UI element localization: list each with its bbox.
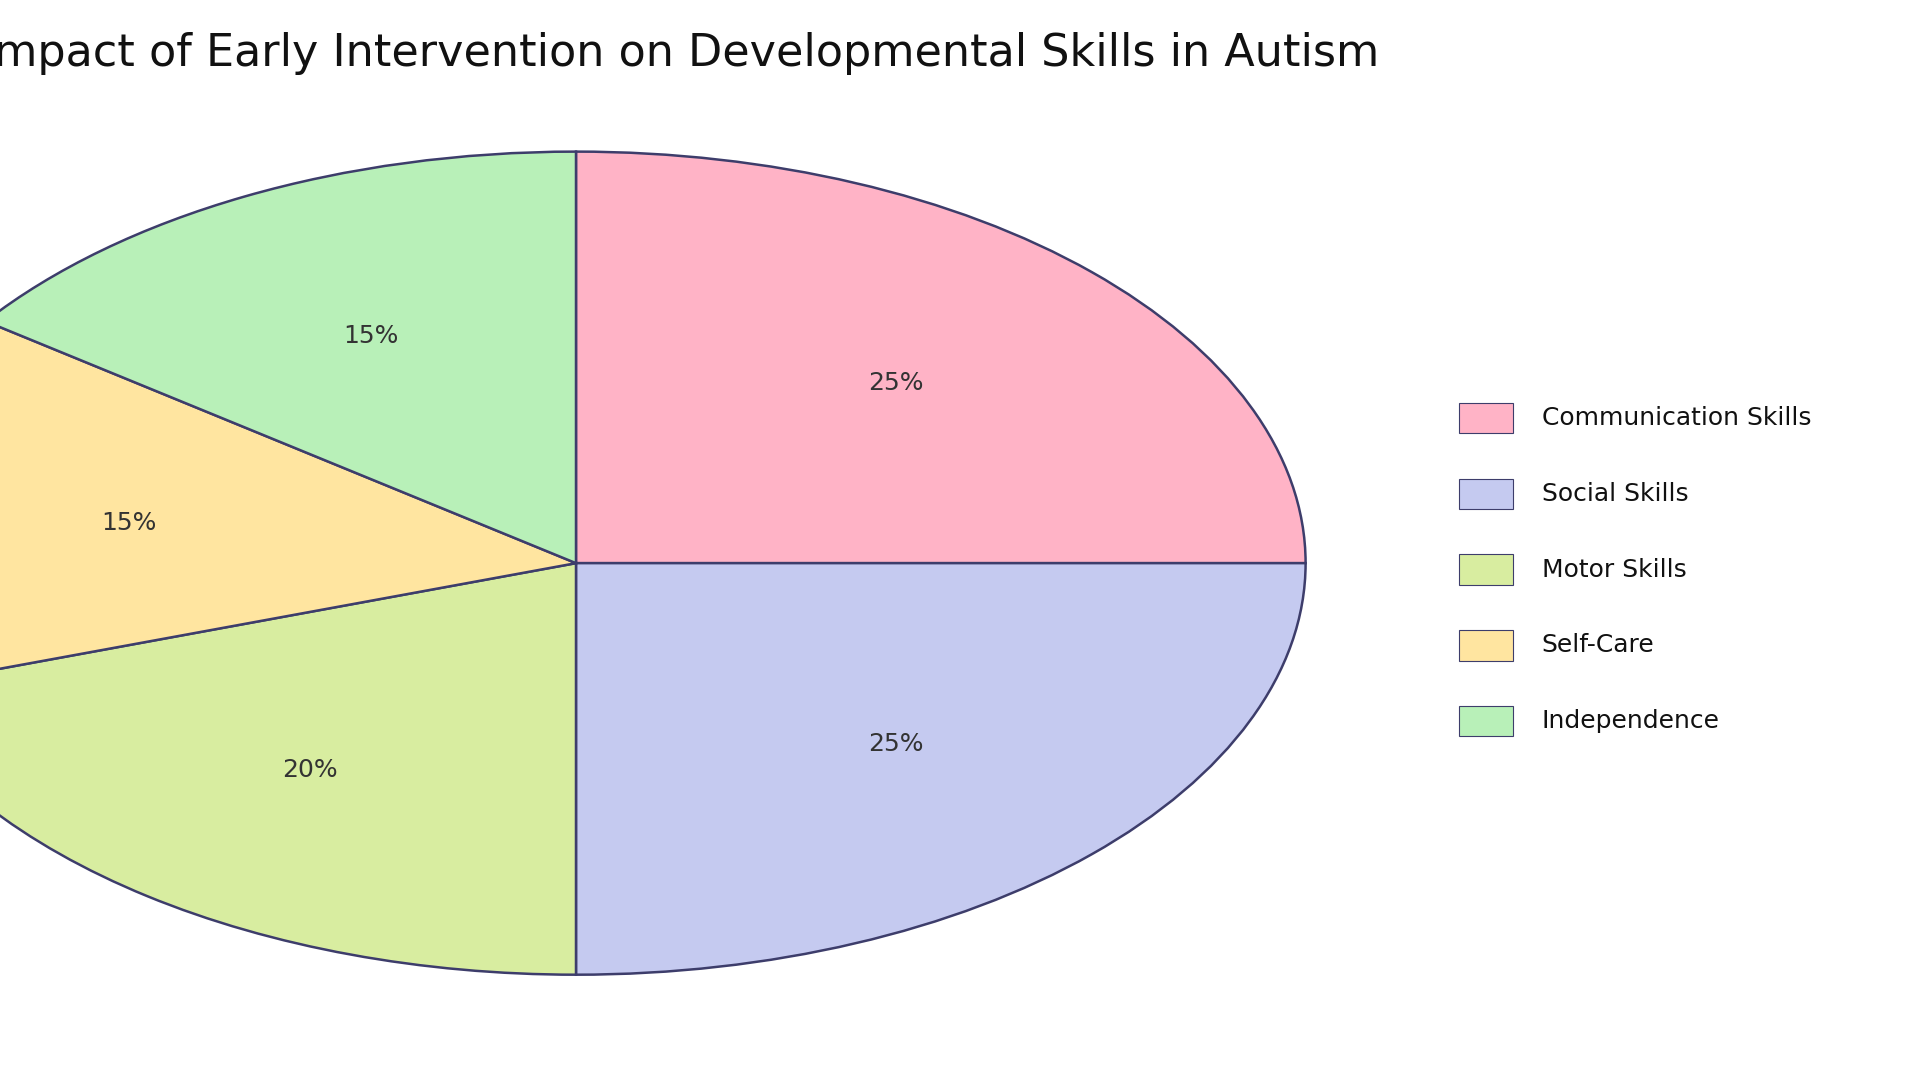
FancyBboxPatch shape bbox=[1459, 479, 1513, 509]
Text: 20%: 20% bbox=[282, 758, 338, 782]
Text: 15%: 15% bbox=[344, 324, 397, 348]
Text: Communication Skills: Communication Skills bbox=[1542, 406, 1811, 430]
Text: Motor Skills: Motor Skills bbox=[1542, 558, 1686, 582]
FancyBboxPatch shape bbox=[1459, 706, 1513, 736]
Wedge shape bbox=[0, 152, 576, 563]
Wedge shape bbox=[0, 322, 576, 690]
FancyBboxPatch shape bbox=[1459, 554, 1513, 585]
Wedge shape bbox=[576, 563, 1306, 975]
Text: Social Skills: Social Skills bbox=[1542, 482, 1688, 506]
Text: Independence: Independence bbox=[1542, 709, 1720, 733]
Wedge shape bbox=[0, 563, 576, 975]
Text: 25%: 25% bbox=[868, 370, 924, 394]
FancyBboxPatch shape bbox=[1459, 403, 1513, 433]
Text: 15%: 15% bbox=[102, 511, 157, 535]
FancyBboxPatch shape bbox=[1459, 630, 1513, 661]
Wedge shape bbox=[576, 152, 1306, 563]
Text: Impact of Early Intervention on Developmental Skills in Autism: Impact of Early Intervention on Developm… bbox=[0, 32, 1379, 76]
Text: Self-Care: Self-Care bbox=[1542, 634, 1655, 657]
Text: 25%: 25% bbox=[868, 732, 924, 756]
